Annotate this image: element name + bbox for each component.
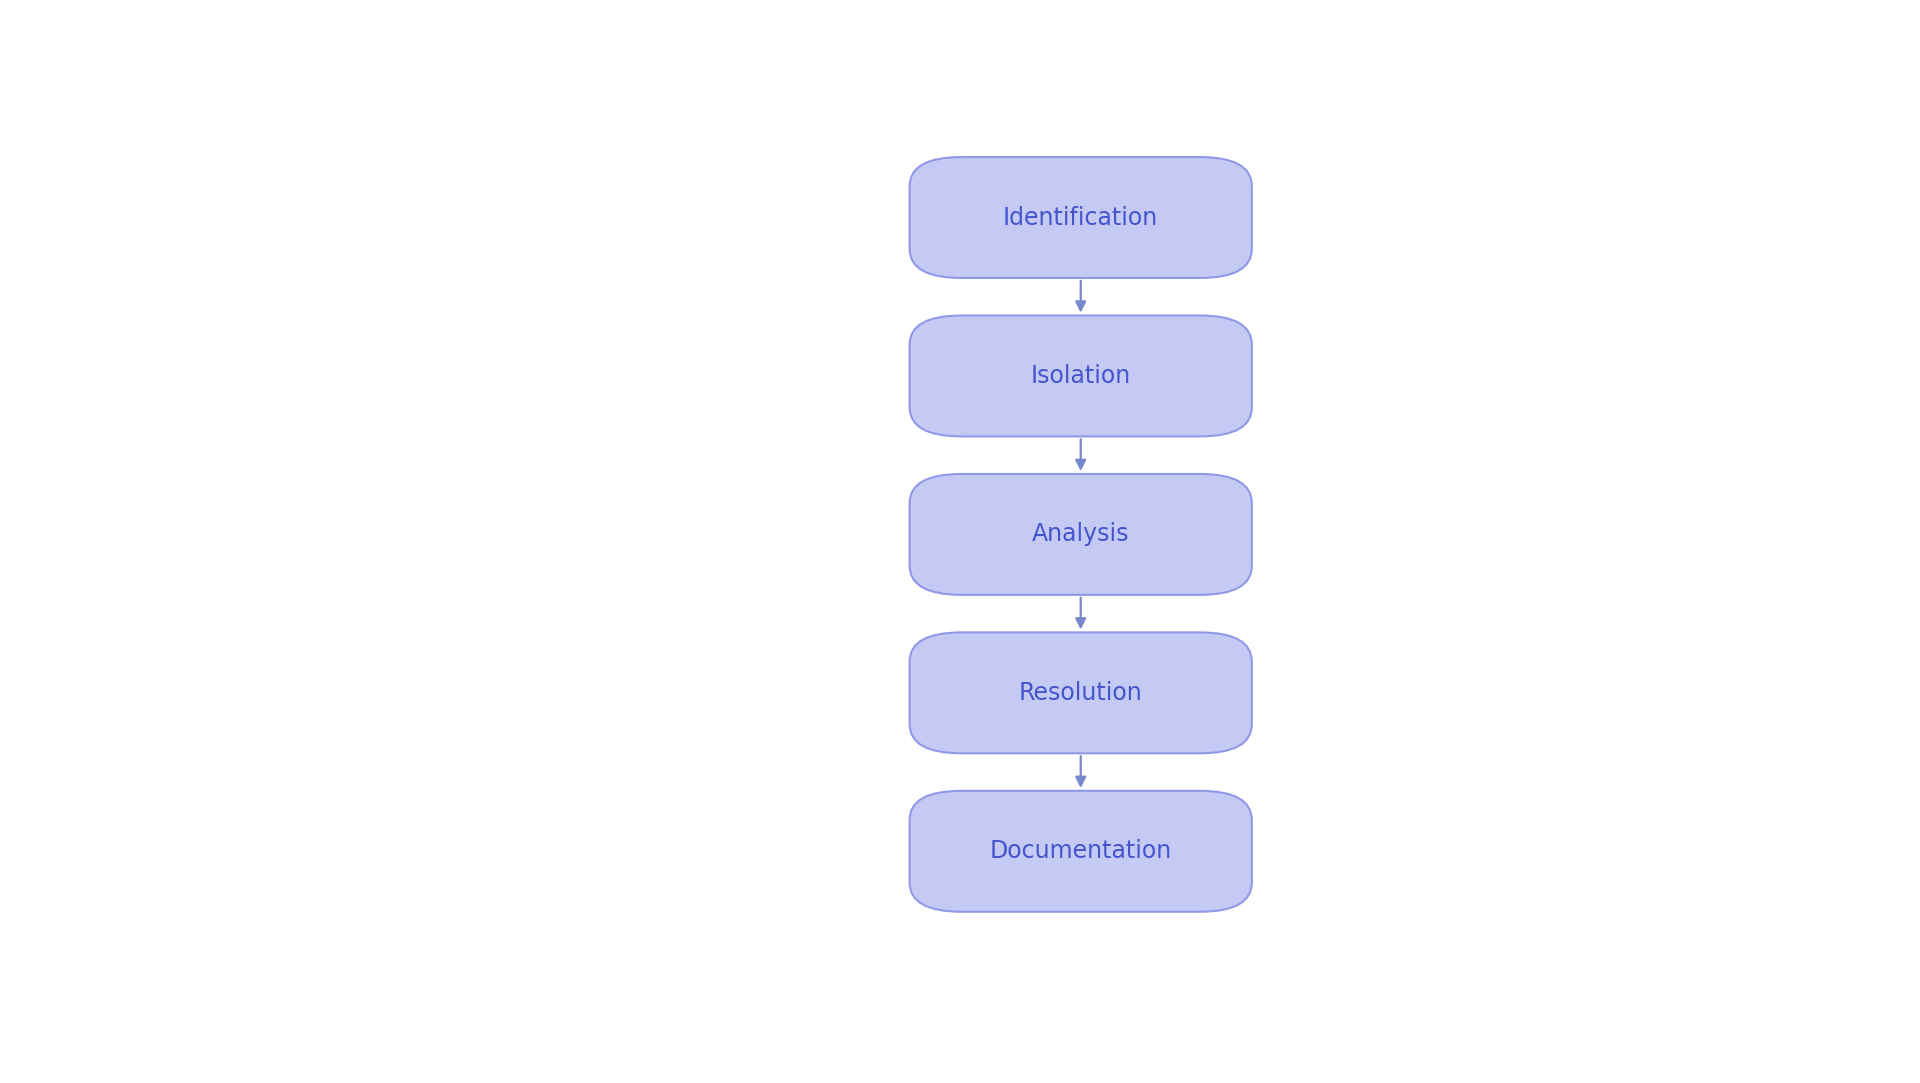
- Text: Analysis: Analysis: [1031, 522, 1129, 547]
- FancyBboxPatch shape: [910, 632, 1252, 754]
- Text: Resolution: Resolution: [1020, 681, 1142, 705]
- FancyBboxPatch shape: [910, 315, 1252, 436]
- Text: Documentation: Documentation: [989, 839, 1171, 863]
- FancyBboxPatch shape: [910, 791, 1252, 912]
- Text: Identification: Identification: [1002, 206, 1158, 230]
- FancyBboxPatch shape: [910, 474, 1252, 595]
- Text: Isolation: Isolation: [1031, 364, 1131, 388]
- FancyBboxPatch shape: [910, 157, 1252, 278]
